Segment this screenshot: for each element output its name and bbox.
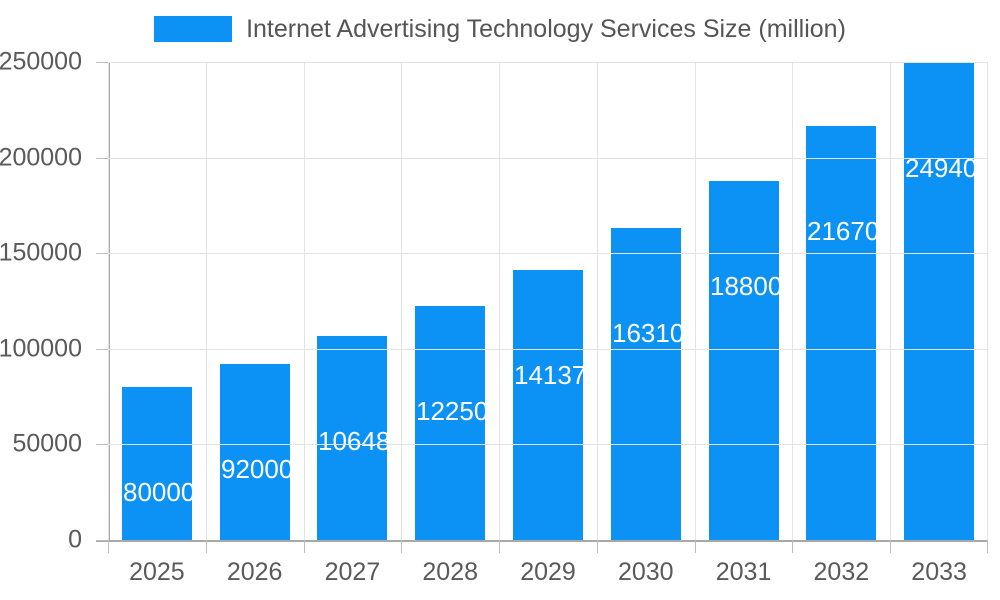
y-axis-tick-label: 150000 bbox=[0, 238, 82, 267]
x-axis-tick-mark bbox=[597, 540, 598, 553]
x-axis-tick-mark bbox=[695, 540, 696, 553]
bar-value-label: 249400 bbox=[905, 153, 974, 183]
bar-value-label: 216700 bbox=[807, 216, 876, 246]
y-axis-tick-mark bbox=[96, 540, 108, 541]
x-axis-tick-label: 2025 bbox=[129, 558, 185, 586]
bar[interactable]: 163100 bbox=[611, 228, 681, 540]
y-axis-line bbox=[108, 62, 110, 541]
x-axis-tick-label: 2033 bbox=[911, 558, 967, 586]
y-axis-tick-mark bbox=[96, 444, 108, 446]
x-axis-tick-mark bbox=[401, 540, 402, 553]
y-axis-tick-label: 0 bbox=[68, 525, 82, 554]
horizontal-gridline bbox=[108, 62, 988, 63]
x-axis-tick-label: 2028 bbox=[422, 558, 479, 586]
x-axis-tick-mark bbox=[206, 540, 207, 553]
x-axis-tick-mark bbox=[987, 540, 988, 553]
bar-value-label: 163100 bbox=[612, 318, 681, 348]
x-axis-tick-mark bbox=[792, 540, 793, 553]
bar-column[interactable]: 163100 bbox=[611, 62, 681, 540]
bar-column[interactable]: 92000 bbox=[220, 62, 290, 540]
bar-column[interactable]: 141375 bbox=[513, 62, 583, 540]
legend-color-swatch-icon bbox=[154, 16, 233, 42]
horizontal-gridline bbox=[108, 444, 988, 446]
bar[interactable]: 188000 bbox=[709, 181, 779, 540]
bar-column[interactable]: 80000 bbox=[122, 62, 192, 540]
x-axis-tick-mark bbox=[304, 540, 305, 553]
bar-column[interactable]: 188000 bbox=[709, 62, 779, 540]
bar[interactable]: 141375 bbox=[513, 270, 583, 540]
bar-value-label: 92000 bbox=[221, 454, 290, 484]
y-axis-tick-label: 200000 bbox=[0, 143, 82, 172]
x-axis-tick-label: 2031 bbox=[715, 558, 772, 586]
y-axis-tick-mark bbox=[96, 157, 108, 159]
bar[interactable]: 249400 bbox=[904, 63, 974, 540]
y-axis-tick-label: 100000 bbox=[0, 334, 82, 363]
bar[interactable]: 216700 bbox=[806, 126, 876, 540]
y-axis-tick-mark bbox=[96, 348, 108, 350]
bar-column[interactable]: 106480 bbox=[317, 62, 387, 540]
bar[interactable]: 92000 bbox=[220, 364, 290, 540]
x-axis-tick-mark bbox=[890, 540, 891, 553]
x-axis-tick-label: 2027 bbox=[324, 558, 381, 586]
legend-item-internet-advertising-technology-services-size[interactable]: Internet Advertising Technology Services… bbox=[154, 16, 846, 42]
x-axis-tick-label: 2029 bbox=[520, 558, 576, 586]
bar-column[interactable]: 216700 bbox=[806, 62, 876, 540]
bar[interactable]: 122500 bbox=[415, 306, 485, 540]
x-axis-tick-mark bbox=[499, 540, 500, 553]
horizontal-gridline bbox=[108, 348, 988, 350]
bar[interactable]: 106480 bbox=[317, 336, 387, 540]
x-axis-tick-mark bbox=[108, 540, 109, 553]
x-axis-tick-label: 2030 bbox=[617, 558, 674, 586]
x-axis-tick-label: 2026 bbox=[226, 558, 283, 586]
x-axis-tick-label: 2032 bbox=[813, 558, 870, 586]
legend-item-label: Internet Advertising Technology Services… bbox=[246, 14, 846, 43]
bar-value-label: 122500 bbox=[416, 396, 485, 426]
x-axis-line bbox=[96, 540, 988, 542]
bar-column[interactable]: 122500 bbox=[415, 62, 485, 540]
horizontal-gridline bbox=[108, 253, 988, 255]
chart-legend: Internet Advertising Technology Services… bbox=[0, 0, 1000, 58]
bar-value-label: 188000 bbox=[710, 271, 779, 301]
y-axis-tick-label: 250000 bbox=[0, 47, 82, 76]
bar-series: 80000 92000 106480 122500 141375 163100 188000… bbox=[108, 62, 988, 540]
plot-area: 80000 92000 106480 122500 141375 163100 188000… bbox=[108, 62, 988, 540]
y-axis-tick-label: 50000 bbox=[12, 429, 82, 458]
y-axis-tick-mark bbox=[96, 253, 108, 255]
y-axis-tick-mark bbox=[96, 62, 108, 63]
bar-value-label: 80000 bbox=[123, 477, 192, 507]
bar-value-label: 141375 bbox=[514, 360, 583, 390]
bar[interactable]: 80000 bbox=[122, 387, 192, 540]
horizontal-gridline bbox=[108, 157, 988, 159]
bar-value-label: 106480 bbox=[318, 426, 387, 456]
bar-column[interactable]: 249400 bbox=[904, 62, 974, 540]
